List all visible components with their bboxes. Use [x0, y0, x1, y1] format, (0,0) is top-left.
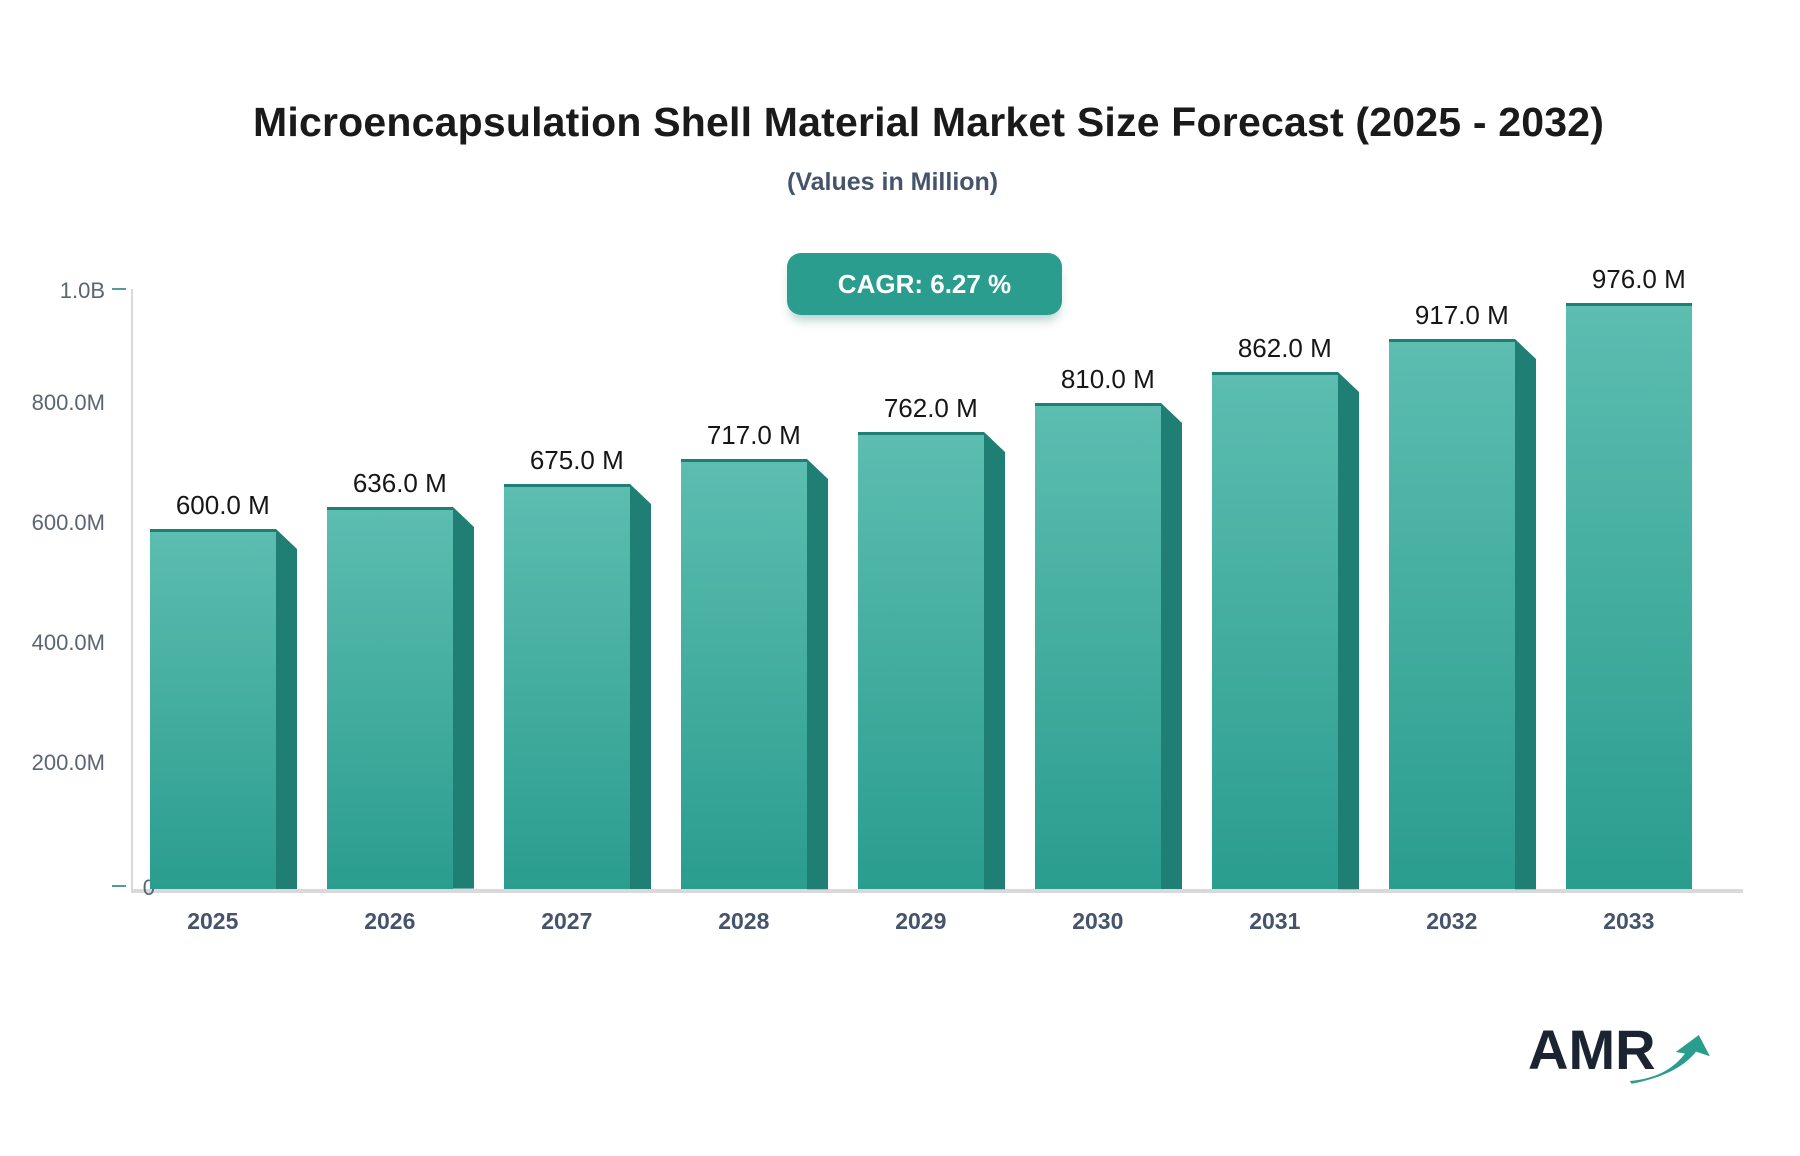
svg-text:AMR: AMR	[1528, 1022, 1656, 1081]
